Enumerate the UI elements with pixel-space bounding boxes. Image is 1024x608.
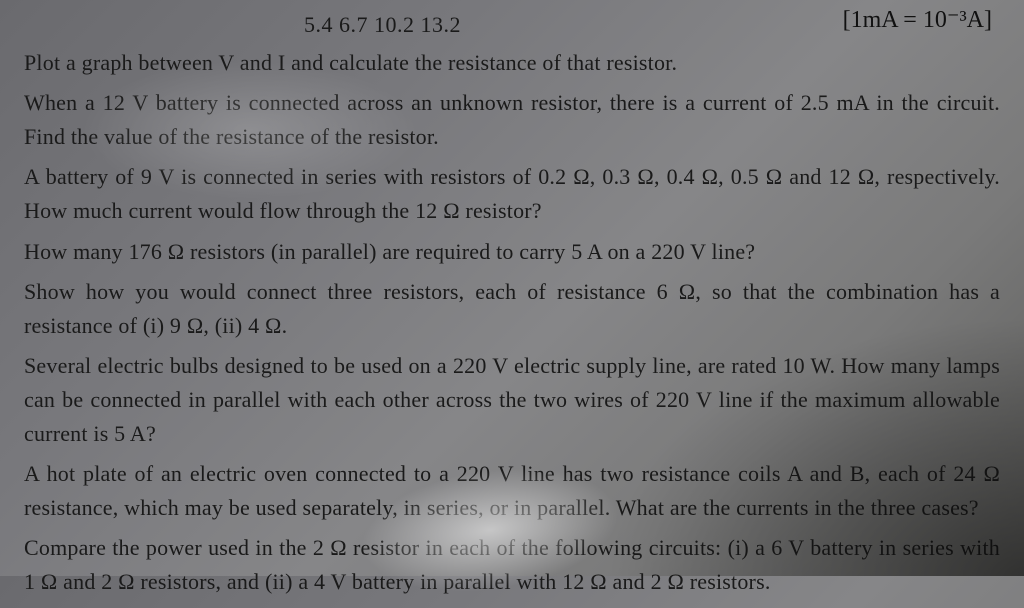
question-hot-plate: A hot plate of an electric oven connecte…: [24, 457, 1000, 525]
question-176-ohm: How many 176 Ω resistors (in parallel) a…: [24, 235, 1000, 269]
handwritten-annotation: [1mA = 10⁻³A]: [843, 2, 992, 39]
question-plot-graph: Plot a graph between V and I and calcula…: [24, 46, 1000, 80]
question-12v-battery: When a 12 V battery is connected across …: [24, 86, 1000, 154]
textbook-page: 5.4 6.7 10.2 13.2 [1mA = 10⁻³A] Plot a g…: [0, 0, 1024, 600]
question-compare-power: Compare the power used in the 2 Ω resist…: [24, 531, 1000, 599]
question-three-resistors: Show how you would connect three resisto…: [24, 275, 1000, 343]
question-bulbs-220v: Several electric bulbs designed to be us…: [24, 349, 1000, 451]
question-9v-series: A battery of 9 V is connected in series …: [24, 160, 1000, 228]
